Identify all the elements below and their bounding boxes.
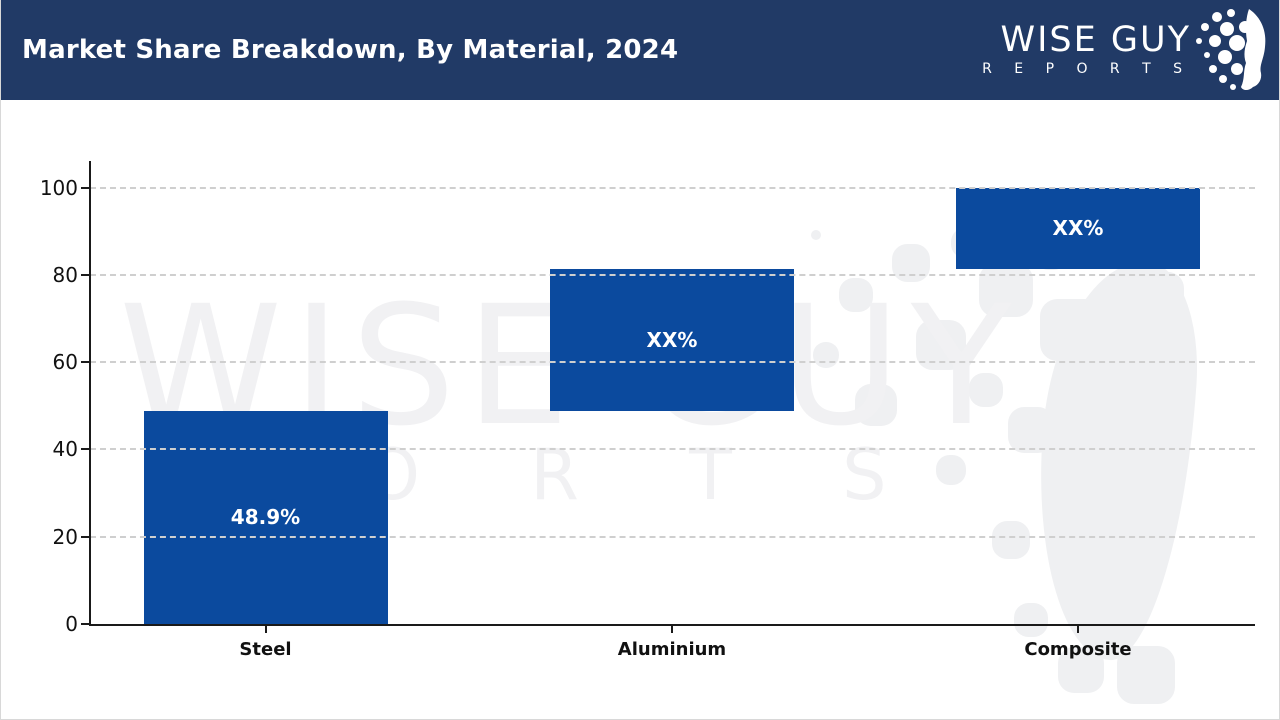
page-title: Market Share Breakdown, By Material, 202…	[22, 35, 679, 65]
x-tick-composite	[1077, 626, 1079, 633]
y-tick-label-100: 100	[39, 175, 78, 200]
x-axis-label-aluminium: Aluminium	[617, 639, 727, 660]
logo-wordmark: WISE GUY R E P O R T S	[978, 20, 1191, 78]
y-tick-mark-20	[81, 535, 89, 538]
y-tick-mark-0	[81, 623, 89, 625]
y-axis-spine	[89, 161, 91, 624]
bar-value-label-aluminium: XX%	[646, 327, 698, 352]
wise-guy-logo: WISE GUY R E P O R T S	[978, 0, 1267, 100]
x-axis-label-composite: Composite	[1024, 639, 1132, 660]
y-tick-mark-100	[81, 186, 89, 189]
chart-area: WISE GUY R O R T S 48.9% XX% XX% 0 20 40 60 80…	[1, 100, 1279, 719]
logo-wordmark-line1: WISE GUY	[1000, 20, 1191, 60]
bar-value-label-steel: 48.9%	[230, 505, 301, 530]
y-tick-label-20: 20	[52, 524, 78, 549]
x-axis-spine	[89, 624, 1255, 626]
logo-face-icon	[1193, 7, 1267, 93]
x-tick-aluminium	[671, 626, 673, 633]
logo-wordmark-line2: R E P O R T S	[982, 61, 1191, 77]
header: Market Share Breakdown, By Material, 202…	[1, 0, 1279, 100]
bar-steel: 48.9%	[143, 410, 388, 624]
y-tick-mark-60	[81, 361, 89, 364]
y-tick-mark-80	[81, 273, 89, 276]
y-tick-label-80: 80	[52, 262, 78, 287]
bar-aluminium: XX%	[550, 268, 794, 411]
y-tick-label-60: 60	[52, 350, 78, 375]
y-tick-label-0: 0	[65, 612, 78, 636]
x-axis-label-steel: Steel	[239, 639, 292, 660]
bar-composite: XX%	[956, 187, 1200, 269]
y-tick-label-40: 40	[52, 437, 78, 462]
bar-value-label-composite: XX%	[1052, 216, 1104, 241]
y-tick-mark-40	[81, 448, 89, 451]
plot-area: 48.9% XX% XX% 0 20 40 60 80 100 Steel Aluminium C…	[40, 161, 1255, 660]
x-tick-steel	[264, 626, 267, 633]
